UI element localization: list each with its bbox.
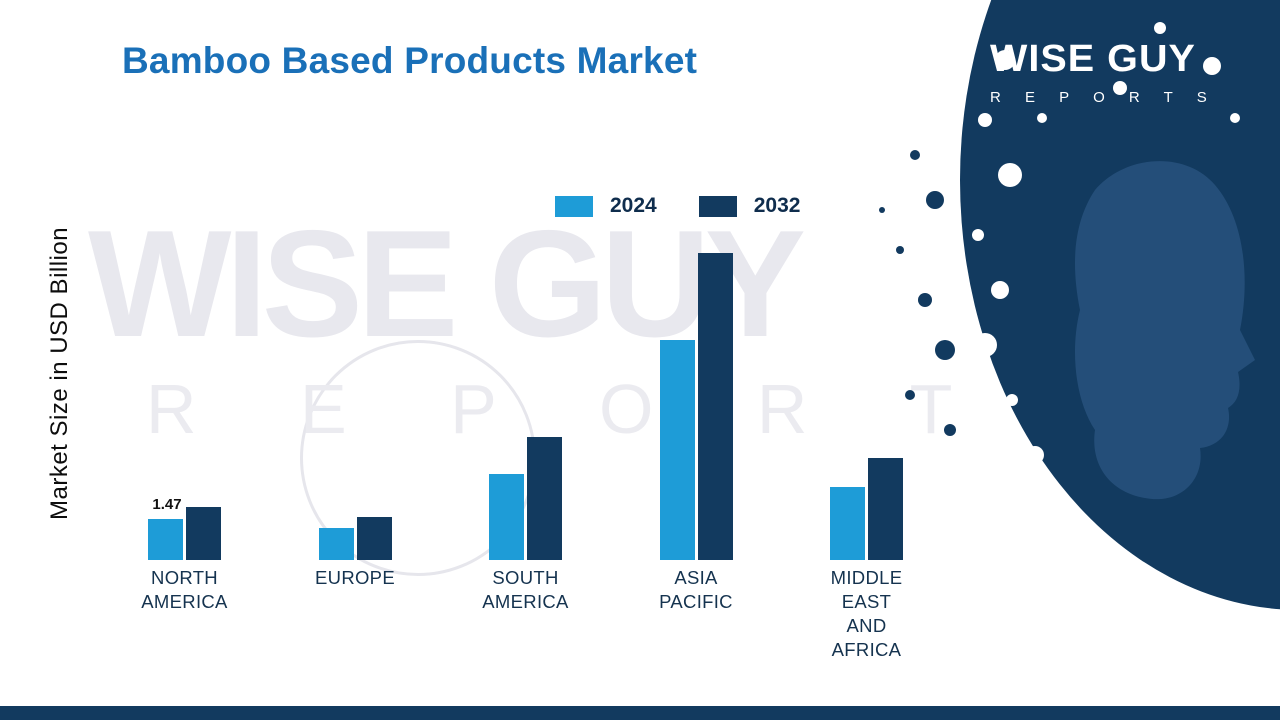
bar-2024-middle-east-and-africa — [830, 487, 865, 560]
bar-2032-north-america — [186, 507, 221, 560]
bar-group-middle-east-and-africa — [830, 200, 903, 560]
legend-swatch-2032 — [698, 195, 737, 217]
footer-strip — [0, 706, 1280, 720]
watermark-reports-text: R E P O R T S — [146, 370, 1144, 448]
bar-group-south-america — [489, 200, 562, 560]
chart-legend: 2024 2032 — [555, 194, 842, 218]
bar-chart: 1.47 — [0, 200, 985, 560]
category-label-asia-pacific: ASIA PACIFIC — [659, 567, 733, 613]
watermark-wiseguy-text: WISE GUY — [88, 199, 806, 369]
legend-label-2024: 2024 — [610, 194, 657, 217]
watermark: WISE GUY R E P O R T S — [88, 208, 1143, 444]
bar-2024-north-america — [148, 519, 183, 560]
logo-reports-text: R E P O R T S — [990, 89, 1217, 106]
bar-value-label-north-america: 1.47 — [152, 496, 182, 513]
logo: WISE GUY R E P O R T S — [990, 38, 1225, 106]
logo-wiseguy-text: WISE GUY — [990, 38, 1196, 80]
page-title: Bamboo Based Products Market — [122, 40, 698, 81]
legend-label-2032: 2032 — [753, 194, 801, 217]
bar-2024-south-america — [489, 474, 524, 560]
bar-group-north-america: 1.47 — [148, 200, 221, 560]
bar-2032-europe — [356, 517, 392, 560]
category-label-south-america: SOUTH AMERICA — [482, 567, 569, 613]
category-label-europe: EUROPE — [315, 567, 395, 588]
bar-2032-middle-east-and-africa — [868, 458, 903, 560]
bar-2024-asia-pacific — [659, 340, 695, 560]
legend-swatch-2024 — [555, 195, 593, 217]
category-label-middle-east-and-africa: MIDDLE EAST AND AFRICA — [830, 567, 903, 661]
bar-2032-south-america — [527, 437, 562, 560]
bar-group-europe — [318, 200, 392, 560]
category-label-north-america: NORTH AMERICA — [141, 567, 228, 613]
bar-2032-asia-pacific — [697, 253, 733, 560]
bar-group-asia-pacific — [659, 200, 733, 560]
bar-2024-europe — [318, 528, 354, 560]
